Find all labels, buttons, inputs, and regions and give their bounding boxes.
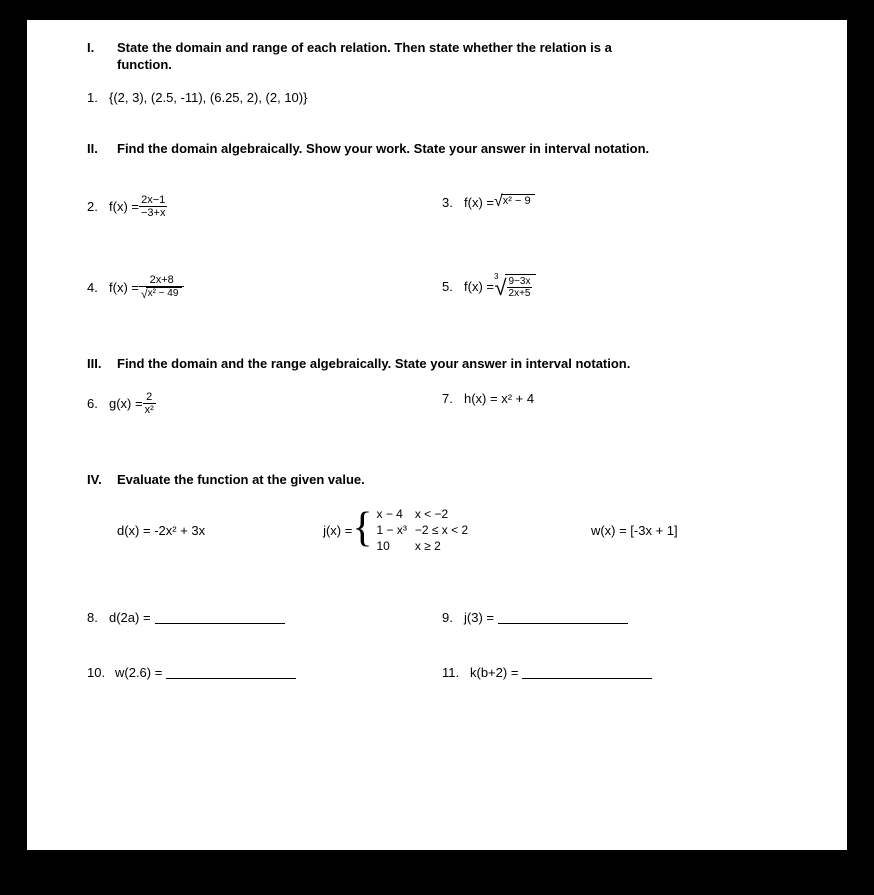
section-3-heading: III. Find the domain and the range algeb… (87, 356, 797, 371)
problem-3: 3. f(x) = √ x² − 9 (442, 194, 797, 210)
problem-3-sqrt: √ x² − 9 (494, 194, 535, 210)
section-2-heading: II. Find the domain algebraically. Show … (87, 141, 797, 156)
row-p8-p9: 8. d(2a) = 9. j(3) = (87, 610, 797, 625)
problem-6-denominator: x² (143, 403, 156, 416)
section-4-title: Evaluate the function at the given value… (117, 472, 797, 487)
problem-4-denominator: √ x² − 49 (139, 286, 184, 301)
row-p2-p3: 2. f(x) = 2x−1 −3+x 3. f(x) = √ x² − 9 (87, 194, 797, 219)
problem-5: 5. f(x) = 3 √ 9−3x 2x+5 (442, 274, 797, 299)
problem-3-radicand: x² − 9 (501, 194, 535, 210)
problem-1-num: 1. (87, 90, 109, 105)
problem-5-numerator: 9−3x (507, 276, 533, 287)
answer-blank (498, 611, 628, 624)
section-1-title-line1: State the domain and range of each relat… (117, 40, 797, 55)
problem-9-lhs: j(3) = (464, 610, 494, 625)
problem-4-denom-sqrt: √ x² − 49 (141, 287, 182, 300)
problem-5-sqrt: 3 √ 9−3x 2x+5 (494, 274, 537, 299)
problem-2-lhs: f(x) = (109, 199, 139, 214)
problem-4: 4. f(x) = 2x+8 √ x² − 49 (87, 274, 442, 301)
problem-5-lhs: f(x) = (464, 279, 494, 294)
j-piece1-cond: x < −2 (415, 507, 476, 523)
section-3-title: Find the domain and the range algebraica… (117, 356, 797, 371)
section-1-roman: I. (87, 40, 117, 55)
problem-7-lhs: h(x) = x² + 4 (464, 391, 534, 406)
answer-blank (522, 666, 652, 679)
problem-2-num: 2. (87, 199, 109, 214)
problem-3-num: 3. (442, 195, 464, 210)
problem-11-num: 11. (442, 665, 470, 680)
problem-2-numerator: 2x−1 (139, 194, 167, 206)
def-w: w(x) = [-3x + 1] (591, 523, 797, 538)
problem-8-num: 8. (87, 610, 109, 625)
def-j-lhs: j(x) = (323, 523, 352, 538)
problem-4-fraction: 2x+8 √ x² − 49 (139, 274, 184, 301)
problem-6-numerator: 2 (143, 391, 156, 403)
section-1-title-line2: function. (117, 57, 797, 72)
problem-5-fraction: 9−3x 2x+5 (507, 276, 533, 299)
problem-1: 1. {(2, 3), (2.5, -11), (6.25, 2), (2, 1… (87, 90, 797, 105)
section-4-roman: IV. (87, 472, 117, 487)
j-piece2-cond: −2 ≤ x < 2 (415, 523, 476, 539)
j-piece1-expr: x − 4 (376, 507, 414, 523)
def-j-pieces: x − 4x < −2 1 − x³−2 ≤ x < 2 10x ≥ 2 (376, 507, 476, 555)
problem-10-num: 10. (87, 665, 115, 680)
section-3-roman: III. (87, 356, 117, 371)
problem-4-lhs: f(x) = (109, 280, 139, 295)
worksheet-page: I. State the domain and range of each re… (27, 20, 847, 850)
problem-4-numerator: 2x+8 (139, 274, 184, 286)
problem-5-radicand: 9−3x 2x+5 (505, 274, 537, 299)
problem-4-num: 4. (87, 280, 109, 295)
section-4-heading: IV. Evaluate the function at the given v… (87, 472, 797, 487)
problem-6-lhs: g(x) = (109, 396, 143, 411)
row-p6-p7: 6. g(x) = 2 x² 7. h(x) = x² + 4 (87, 391, 797, 416)
j-piece3-expr: 10 (376, 539, 414, 555)
problem-5-num: 5. (442, 279, 464, 294)
section-2-roman: II. (87, 141, 117, 156)
answer-blank (166, 666, 296, 679)
problem-10: 10. w(2.6) = (87, 665, 442, 680)
problem-3-lhs: f(x) = (464, 195, 494, 210)
section-1-heading: I. State the domain and range of each re… (87, 40, 797, 55)
j-piece3-cond: x ≥ 2 (415, 539, 476, 555)
problem-2-fraction: 2x−1 −3+x (139, 194, 167, 219)
problem-7: 7. h(x) = x² + 4 (442, 391, 797, 406)
j-piece2-expr: 1 − x³ (376, 523, 414, 539)
problem-2: 2. f(x) = 2x−1 −3+x (87, 194, 442, 219)
problem-9: 9. j(3) = (442, 610, 797, 625)
problem-11-lhs: k(b+2) = (470, 665, 518, 680)
row-p4-p5: 4. f(x) = 2x+8 √ x² − 49 5. f(x) = (87, 274, 797, 301)
problem-5-denominator: 2x+5 (507, 287, 533, 299)
problem-8-lhs: d(2a) = (109, 610, 151, 625)
brace-icon: { (352, 507, 372, 555)
problem-1-text: {(2, 3), (2.5, -11), (6.25, 2), (2, 10)} (109, 90, 307, 105)
answer-blank (155, 611, 285, 624)
def-j-piecewise: { x − 4x < −2 1 − x³−2 ≤ x < 2 10x ≥ 2 (352, 507, 476, 555)
problem-11: 11. k(b+2) = (442, 665, 797, 680)
problem-7-num: 7. (442, 391, 464, 406)
def-d: d(x) = -2x² + 3x (117, 523, 323, 538)
problem-6-fraction: 2 x² (143, 391, 156, 416)
problem-4-denom-radicand: x² − 49 (146, 287, 183, 300)
problem-9-num: 9. (442, 610, 464, 625)
problem-10-lhs: w(2.6) = (115, 665, 162, 680)
problem-2-denominator: −3+x (139, 206, 167, 219)
function-definitions: d(x) = -2x² + 3x j(x) = { x − 4x < −2 1 … (87, 507, 797, 555)
section-2-title: Find the domain algebraically. Show your… (117, 141, 797, 156)
problem-6: 6. g(x) = 2 x² (87, 391, 442, 416)
def-j: j(x) = { x − 4x < −2 1 − x³−2 ≤ x < 2 10… (323, 507, 591, 555)
row-p10-p11: 10. w(2.6) = 11. k(b+2) = (87, 665, 797, 680)
problem-8: 8. d(2a) = (87, 610, 442, 625)
problem-6-num: 6. (87, 396, 109, 411)
